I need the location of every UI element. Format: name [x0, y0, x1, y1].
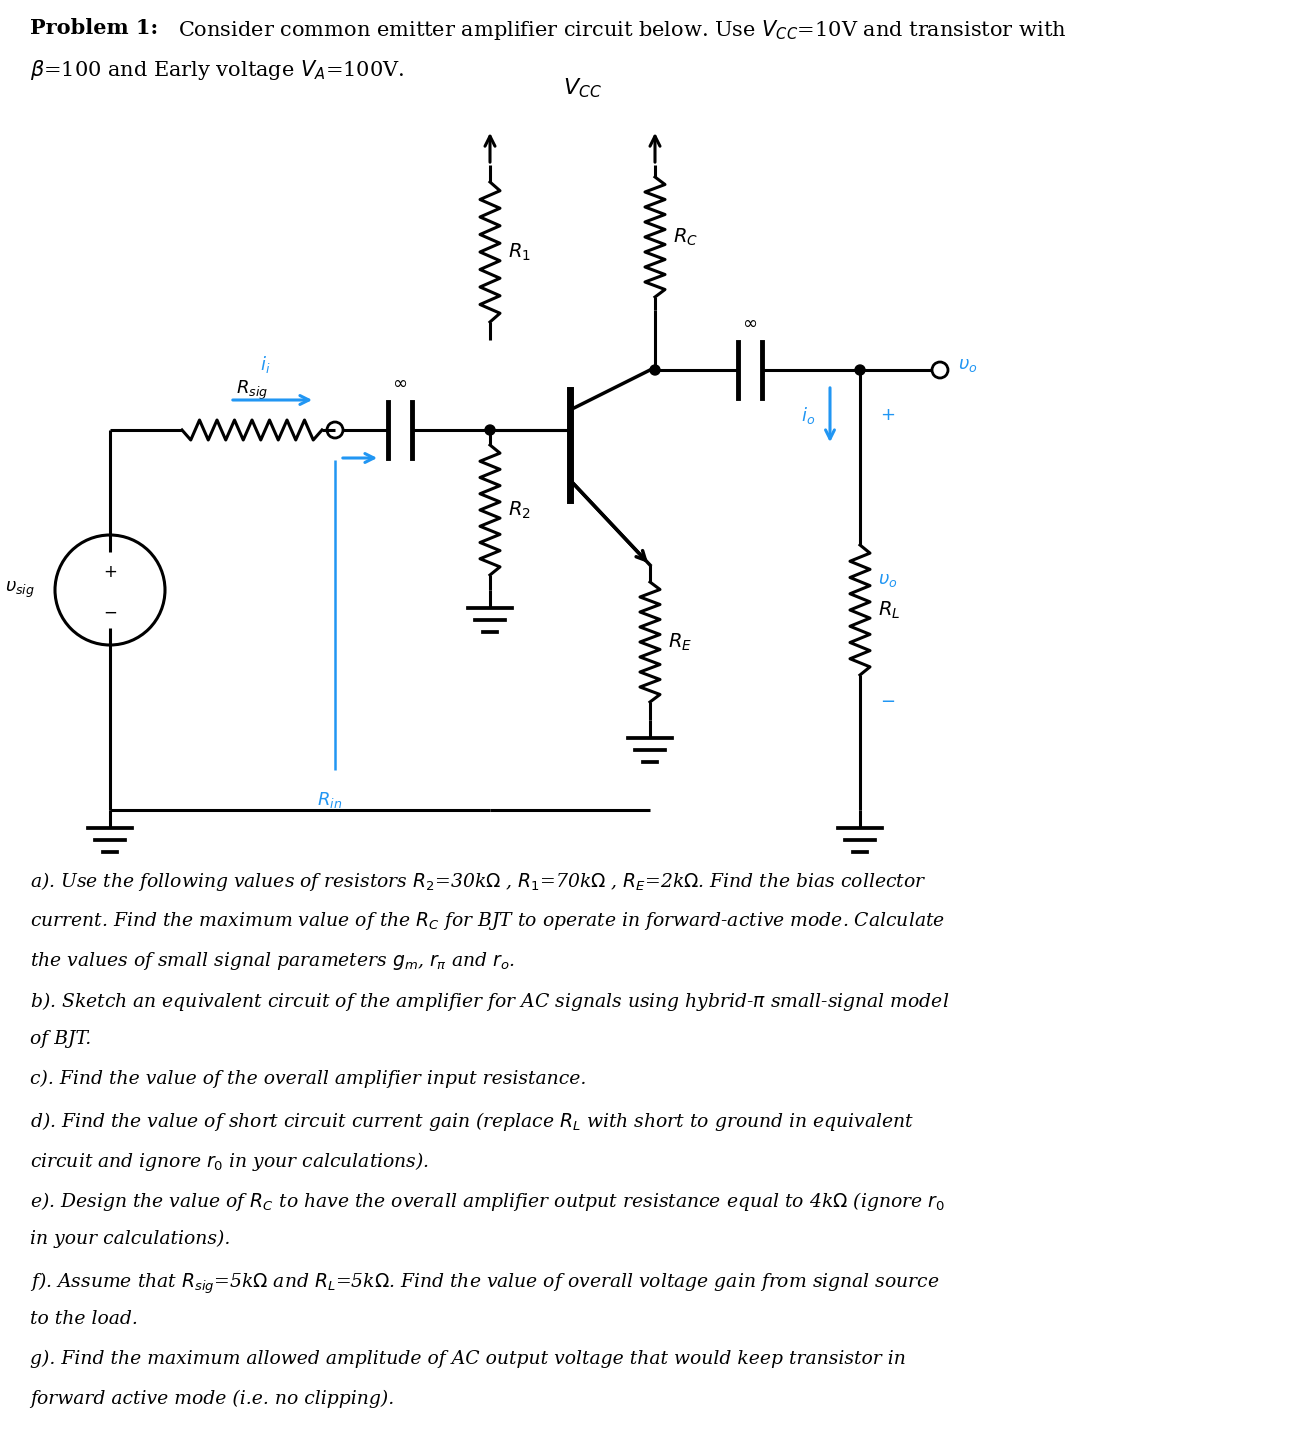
Circle shape: [855, 365, 865, 375]
Text: Consider common emitter amplifier circuit below. Use $V_{CC}$=10V and transistor: Consider common emitter amplifier circui…: [178, 19, 1067, 42]
Text: of BJT.: of BJT.: [30, 1030, 91, 1048]
Text: $R_{in}$: $R_{in}$: [317, 790, 342, 811]
Text: $\upsilon_o$: $\upsilon_o$: [959, 357, 978, 374]
Text: $V_{CC}$: $V_{CC}$: [563, 76, 602, 100]
Circle shape: [650, 365, 660, 375]
Text: $R_C$: $R_C$: [673, 226, 697, 248]
Text: b). Sketch an equivalent circuit of the amplifier for AC signals using hybrid-$\: b). Sketch an equivalent circuit of the …: [30, 990, 949, 1012]
Text: $\infty$: $\infty$: [742, 314, 757, 332]
Text: g). Find the maximum allowed amplitude of AC output voltage that would keep tran: g). Find the maximum allowed amplitude o…: [30, 1350, 906, 1368]
Text: e). Design the value of $R_C$ to have the overall amplifier output resistance eq: e). Design the value of $R_C$ to have th…: [30, 1190, 944, 1213]
Text: $i_o$: $i_o$: [801, 404, 815, 425]
Text: Problem 1:: Problem 1:: [30, 19, 158, 39]
Text: forward active mode (i.e. no clipping).: forward active mode (i.e. no clipping).: [30, 1390, 394, 1408]
Text: $R_2$: $R_2$: [508, 500, 530, 521]
Text: $\beta$=100 and Early voltage $V_A$=100V.: $\beta$=100 and Early voltage $V_A$=100V…: [30, 59, 405, 82]
Text: $\upsilon_{sig}$: $\upsilon_{sig}$: [5, 580, 35, 600]
Text: $-$: $-$: [880, 692, 895, 709]
Text: current. Find the maximum value of the $R_C$ for BJT to operate in forward-activ: current. Find the maximum value of the $…: [30, 909, 946, 932]
Text: +: +: [103, 563, 118, 581]
Text: f). Assume that $R_{sig}$=5k$\Omega$ and $R_L$=5k$\Omega$. Find the value of ove: f). Assume that $R_{sig}$=5k$\Omega$ and…: [30, 1270, 939, 1296]
Text: in your calculations).: in your calculations).: [30, 1230, 230, 1249]
Text: +: +: [880, 407, 895, 424]
Text: to the load.: to the load.: [30, 1310, 138, 1327]
Text: $R_L$: $R_L$: [878, 600, 900, 620]
Text: a). Use the following values of resistors $R_2$=30k$\Omega$ , $R_1$=70k$\Omega$ : a). Use the following values of resistor…: [30, 871, 926, 894]
Text: $\infty$: $\infty$: [392, 374, 407, 392]
Text: $R_{sig}$: $R_{sig}$: [236, 379, 268, 402]
Text: $-$: $-$: [103, 603, 118, 621]
Text: $R_1$: $R_1$: [508, 242, 532, 262]
Text: circuit and ignore $r_0$ in your calculations).: circuit and ignore $r_0$ in your calcula…: [30, 1150, 430, 1173]
Circle shape: [485, 425, 495, 435]
Text: the values of small signal parameters $g_m$, $r_{\pi}$ and $r_o$.: the values of small signal parameters $g…: [30, 949, 515, 972]
Text: c). Find the value of the overall amplifier input resistance.: c). Find the value of the overall amplif…: [30, 1070, 586, 1088]
Text: $i_i$: $i_i$: [260, 354, 270, 375]
Text: $\upsilon_o$: $\upsilon_o$: [878, 571, 897, 589]
Text: d). Find the value of short circuit current gain (replace $R_L$ with short to gr: d). Find the value of short circuit curr…: [30, 1110, 914, 1133]
Text: $R_E$: $R_E$: [667, 632, 692, 653]
